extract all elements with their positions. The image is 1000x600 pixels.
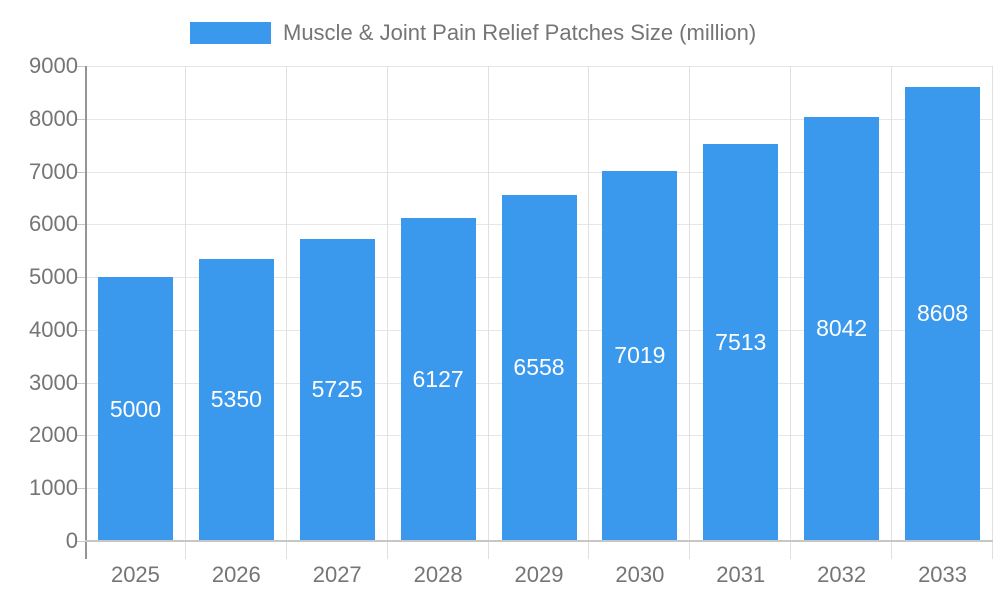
x-axis-tick-label: 2026 <box>211 562 261 587</box>
bar: 5350 <box>198 258 274 541</box>
x-axis-tick-label: 2030 <box>615 562 665 587</box>
y-axis-tick-label: 2000 <box>29 422 78 448</box>
y-axis-tick <box>76 118 85 120</box>
y-axis-tick-label: 5000 <box>29 264 78 290</box>
bar-value-label: 6558 <box>513 354 565 381</box>
bar: 6558 <box>501 194 577 541</box>
gridline-horizontal <box>85 66 993 67</box>
x-axis-tick-label: 2031 <box>716 562 766 587</box>
bar-value-label: 6127 <box>412 365 464 392</box>
gridline-vertical <box>487 66 489 559</box>
y-axis-line <box>85 66 87 559</box>
y-axis-tick <box>76 277 85 279</box>
legend-label: Muscle & Joint Pain Relief Patches Size … <box>283 20 757 45</box>
gridline-vertical <box>790 66 792 559</box>
y-axis-tick <box>76 382 85 384</box>
y-axis-tick <box>76 435 85 437</box>
y-axis-tick <box>76 488 85 490</box>
y-axis-tick <box>76 541 85 542</box>
bar-value-label: 5350 <box>210 386 262 413</box>
gridline-vertical <box>992 66 993 559</box>
x-axis-tick-label: 2027 <box>312 562 362 587</box>
gridline-horizontal <box>85 118 993 120</box>
x-axis-tick-label: 2029 <box>514 562 564 587</box>
bar: 6127 <box>400 217 476 541</box>
y-axis-tick-label: 0 <box>65 528 78 553</box>
gridline-vertical <box>588 66 590 559</box>
legend-swatch <box>190 22 271 44</box>
bar-value-label: 7019 <box>614 342 666 369</box>
bar-value-label: 5725 <box>311 376 363 403</box>
y-axis-tick <box>76 329 85 331</box>
gridline-vertical <box>184 66 186 559</box>
gridline-vertical <box>689 66 691 559</box>
bar: 7513 <box>703 144 779 541</box>
y-axis-tick-label: 9000 <box>29 53 78 78</box>
bar-value-label: 8042 <box>816 315 868 342</box>
bar: 8608 <box>905 86 981 541</box>
x-axis-tick-label: 2028 <box>413 562 463 587</box>
y-axis-tick <box>76 66 85 67</box>
bar-value-label: 7513 <box>715 329 767 356</box>
bar: 5000 <box>97 277 173 541</box>
gridline-vertical <box>386 66 388 559</box>
y-axis-tick-label: 6000 <box>29 211 78 237</box>
y-axis-tick <box>76 224 85 226</box>
y-axis-tick-label: 3000 <box>29 369 78 395</box>
x-axis-tick-label: 2033 <box>918 562 968 587</box>
y-axis-tick-label: 1000 <box>29 475 78 501</box>
legend: Muscle & Joint Pain Relief Patches Size … <box>190 20 756 46</box>
bar: 7019 <box>602 170 678 541</box>
gridline-vertical <box>891 66 893 559</box>
bar: 5725 <box>299 238 375 541</box>
bar-value-label: 8608 <box>916 300 969 327</box>
gridline-vertical <box>285 66 287 559</box>
x-axis-tick-label: 2025 <box>110 562 160 587</box>
bar-value-label: 5000 <box>109 395 162 422</box>
plot-area: 5000 5350 5725 6127 6558 7019 7513 8042 8608 <box>76 66 993 559</box>
y-axis-tick <box>76 171 85 173</box>
y-axis-tick-label: 8000 <box>29 105 78 131</box>
bar: 8042 <box>804 116 880 541</box>
x-axis-tick-label: 2032 <box>817 562 867 587</box>
y-axis-tick-label: 4000 <box>29 316 78 342</box>
gridline-horizontal <box>85 171 993 173</box>
y-axis-tick-label: 7000 <box>29 158 78 184</box>
x-axis-line <box>85 540 993 542</box>
